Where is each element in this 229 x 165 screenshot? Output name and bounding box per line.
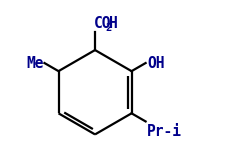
- Text: Me: Me: [26, 56, 44, 70]
- Text: 2: 2: [106, 23, 112, 33]
- Text: H: H: [109, 16, 118, 31]
- Text: Pr-i: Pr-i: [146, 124, 181, 139]
- Text: CO: CO: [94, 16, 112, 31]
- Text: OH: OH: [147, 56, 164, 70]
